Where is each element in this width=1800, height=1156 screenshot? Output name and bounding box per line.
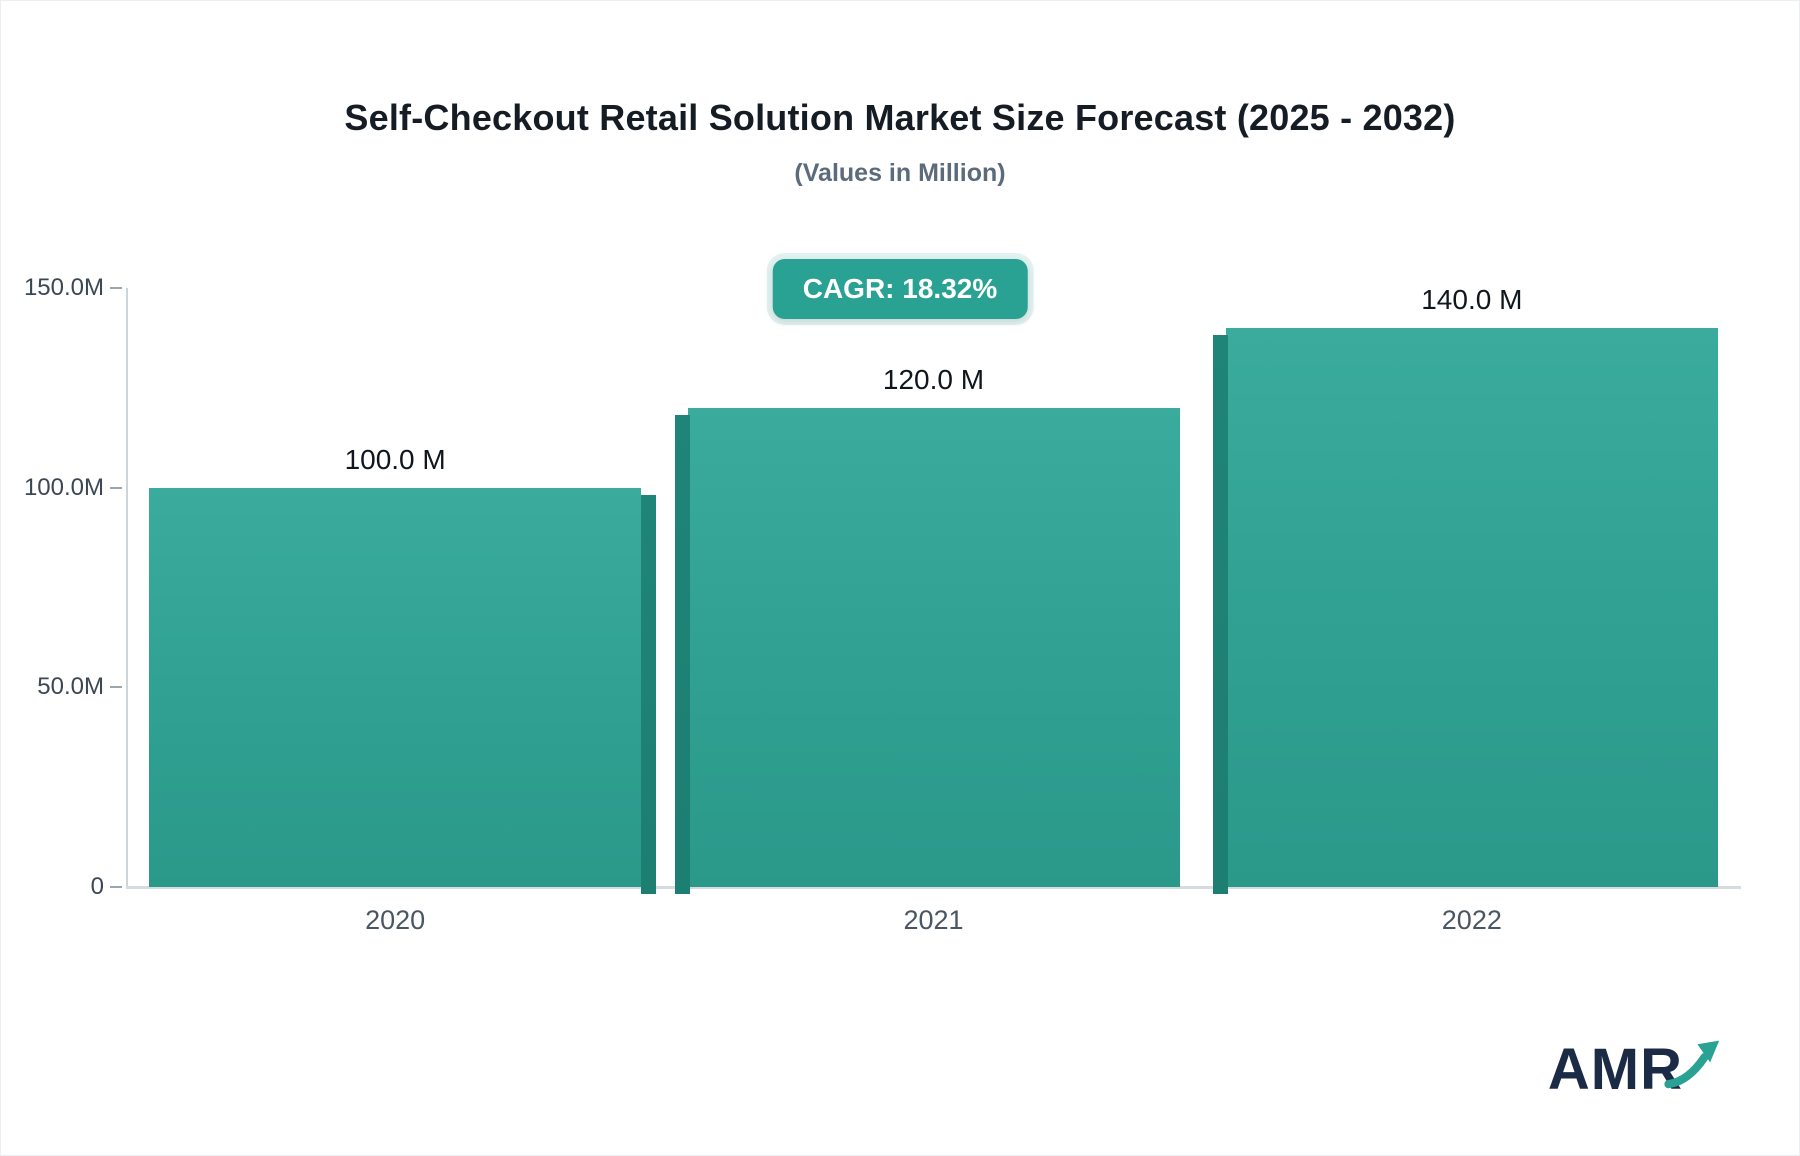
y-tick-mark — [110, 686, 122, 689]
cagr-badge: CAGR: 18.32% — [772, 259, 1028, 319]
bar-shadow-edge — [1212, 334, 1228, 894]
bar-shadow-edge — [641, 494, 657, 894]
y-axis-line — [126, 288, 128, 887]
bar-2020: 100.0 M — [149, 444, 657, 894]
amr-logo: AMR — [1548, 1036, 1721, 1103]
y-tick-label: 0 — [90, 873, 104, 900]
plot-area: 0 50.0M 100.0M 150.0M 100.0 M 120.0 M 140.0 M… — [24, 274, 1741, 935]
amr-logo-arrow-icon — [1664, 1040, 1720, 1088]
x-tick-label: 2022 — [1441, 905, 1502, 935]
y-tick-label: 50.0M — [37, 673, 104, 701]
y-tick-label: 100.0M — [23, 473, 104, 501]
bar-value-label: 100.0 M — [344, 443, 446, 475]
chart-subtitle: (Values in Million) — [794, 159, 1006, 187]
x-tick-label: 2020 — [365, 905, 426, 935]
bar-2021: 120.0 M — [674, 364, 1180, 894]
y-tick-label: 150.0M — [23, 274, 104, 301]
y-tick-mark — [110, 886, 122, 888]
bar-shadow-edge — [674, 414, 690, 894]
bar-value-label: 120.0 M — [882, 363, 985, 395]
chart-title: Self-Checkout Retail Solution Market Siz… — [344, 97, 1456, 138]
amr-logo-text: AMR — [1547, 1037, 1683, 1102]
bar-2022: 140.0 M — [1212, 284, 1718, 894]
x-tick-label: 2021 — [903, 905, 964, 935]
x-axis-line — [126, 886, 1741, 889]
y-tick-mark — [110, 287, 122, 289]
y-tick-mark — [110, 486, 122, 489]
bar-value-label: 140.0 M — [1421, 283, 1523, 315]
